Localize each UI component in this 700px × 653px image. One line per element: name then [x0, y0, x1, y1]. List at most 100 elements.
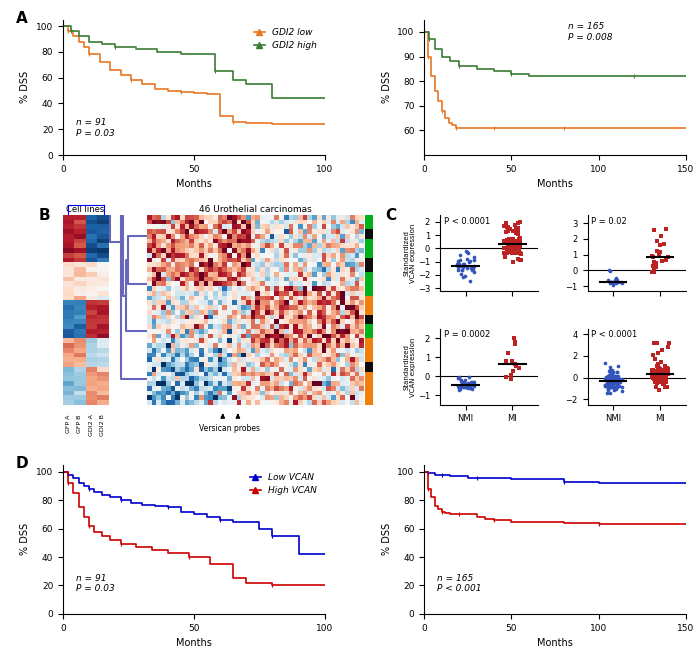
Point	[608, 373, 619, 383]
Point	[514, 234, 525, 245]
Point	[611, 275, 622, 285]
Point	[513, 236, 524, 246]
Point	[649, 375, 660, 385]
Point	[650, 381, 662, 392]
Point	[604, 372, 615, 383]
Point	[608, 279, 619, 290]
Point	[652, 367, 663, 377]
Point	[611, 379, 622, 389]
Text: C: C	[386, 208, 397, 223]
Point	[503, 221, 514, 232]
Point	[659, 369, 670, 379]
Point	[608, 379, 619, 390]
Point	[610, 374, 621, 385]
Point	[452, 256, 463, 266]
Y-axis label: Standardized
VCAN expression: Standardized VCAN expression	[403, 223, 416, 283]
Point	[514, 248, 526, 259]
Point	[659, 239, 670, 249]
Point	[608, 376, 620, 387]
Point	[647, 368, 658, 379]
Point	[515, 255, 526, 265]
Point	[460, 375, 471, 385]
Point	[510, 243, 521, 253]
Point	[607, 382, 618, 392]
Point	[599, 358, 610, 369]
Text: n = 91
P = 0.03: n = 91 P = 0.03	[76, 118, 115, 138]
Point	[606, 370, 617, 380]
Point	[610, 384, 622, 394]
Point	[510, 228, 522, 238]
Point	[605, 364, 616, 375]
Point	[459, 382, 470, 392]
Point	[602, 385, 613, 396]
Point	[460, 382, 471, 392]
X-axis label: Months: Months	[537, 638, 573, 648]
Text: P < 0.0001: P < 0.0001	[592, 330, 638, 340]
Point	[463, 377, 474, 388]
Point	[463, 247, 474, 258]
Point	[662, 364, 673, 374]
Point	[608, 374, 620, 384]
Point	[510, 236, 522, 246]
Point	[601, 372, 612, 382]
Point	[508, 240, 519, 250]
Text: B: B	[38, 208, 50, 223]
Point	[610, 372, 622, 382]
Point	[605, 276, 616, 287]
Point	[510, 246, 522, 256]
Point	[501, 247, 512, 258]
Point	[462, 253, 473, 264]
Point	[514, 255, 525, 266]
Point	[512, 217, 523, 228]
Point	[504, 244, 515, 254]
Point	[648, 257, 659, 268]
Point	[616, 278, 627, 288]
Text: P = 0.0002: P = 0.0002	[444, 330, 490, 340]
Point	[610, 372, 621, 383]
Point	[501, 244, 512, 255]
Point	[606, 370, 617, 381]
Point	[612, 366, 623, 377]
Point	[456, 379, 468, 390]
Point	[468, 255, 479, 265]
Point	[651, 361, 662, 372]
Point	[605, 376, 616, 387]
Legend: GDI2 low, GDI2 high: GDI2 low, GDI2 high	[250, 24, 321, 54]
Point	[648, 370, 659, 380]
Point	[662, 369, 673, 379]
Point	[604, 388, 615, 398]
Point	[612, 373, 624, 383]
Point	[654, 364, 665, 374]
Point	[601, 381, 612, 391]
Point	[500, 218, 512, 229]
Title: Cell lines: Cell lines	[66, 205, 104, 214]
Point	[653, 374, 664, 384]
Point	[514, 240, 525, 251]
Point	[650, 375, 662, 386]
Point	[600, 374, 611, 384]
Point	[610, 272, 622, 283]
Point	[464, 276, 475, 286]
Point	[514, 217, 526, 227]
Point	[604, 378, 615, 389]
Point	[609, 377, 620, 388]
Point	[508, 245, 519, 255]
Point	[603, 371, 614, 381]
Point	[454, 255, 466, 266]
Point	[659, 372, 671, 382]
Point	[507, 241, 518, 251]
Point	[655, 374, 666, 384]
Point	[503, 348, 514, 358]
Point	[464, 372, 475, 382]
Y-axis label: % DSS: % DSS	[382, 71, 392, 103]
Point	[651, 236, 662, 246]
Point	[513, 244, 524, 254]
Point	[606, 369, 617, 379]
Point	[508, 239, 519, 249]
Point	[510, 339, 521, 349]
Point	[456, 375, 467, 386]
Point	[663, 366, 674, 377]
Point	[658, 379, 669, 389]
Point	[609, 375, 620, 386]
Point	[458, 381, 469, 392]
